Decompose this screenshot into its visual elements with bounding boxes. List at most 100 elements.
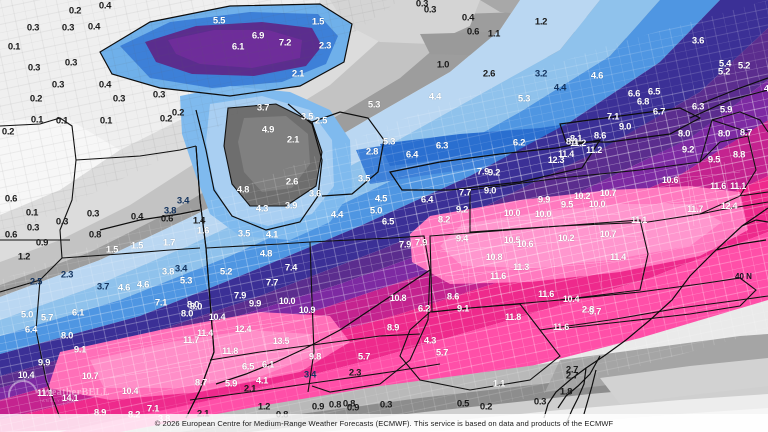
snowfall-value-label: 10.0 — [503, 208, 521, 218]
snowfall-value-label: 5.3 — [179, 275, 193, 287]
snowfall-value-label: 7.9 — [414, 237, 428, 249]
snowfall-value-label: 11.8 — [222, 346, 238, 356]
snowfall-value-label: 10.4 — [562, 294, 580, 304]
snowfall-value-label: 0.3 — [86, 208, 100, 220]
snowfall-value-label: 6.1 — [71, 307, 85, 319]
snowfall-value-label: 2.3 — [60, 269, 74, 281]
snowfall-value-label: 10.5 — [503, 235, 521, 245]
snowfall-value-label: 9.2 — [487, 167, 501, 179]
snowfall-value-label: 0.9 — [346, 402, 360, 414]
snowfall-value-label: 4.5 — [374, 193, 388, 205]
snowfall-value-label: 6.7 — [652, 106, 666, 118]
snowfall-value-label: 0.4 — [461, 12, 475, 24]
snowfall-value-label: 3.7 — [256, 102, 270, 114]
snowfall-value-label: 6.4 — [24, 324, 38, 336]
snowfall-value-label: 1.7 — [162, 237, 176, 249]
snowfall-value-label: 0.3 — [51, 79, 65, 91]
snowfall-value-label: 3.6 — [691, 35, 705, 47]
snowfall-value-label: 6.1 — [261, 359, 275, 371]
snowfall-value-label: 0.3 — [423, 4, 437, 16]
snowfall-value-label: 2.7 — [565, 364, 579, 376]
snowfall-value-label: 4.4 — [428, 91, 442, 103]
snowfall-value-label: 0.8 — [88, 229, 102, 241]
snowfall-value-label: 0.6 — [466, 26, 480, 38]
snowfall-value-label: 7.9 — [476, 166, 490, 178]
snowfall-value-label: 11.6 — [710, 181, 726, 191]
snowfall-value-label: 10.2 — [573, 191, 591, 201]
snowfall-value-label: 11.1 — [730, 181, 746, 191]
snowfall-value-label: 11.2 — [586, 145, 602, 155]
snowfall-value-label: 3.2 — [534, 68, 548, 80]
snowfall-value-label: 3.9 — [284, 200, 298, 212]
snowfall-value-label: 9.2 — [681, 144, 695, 156]
credit-text: © 2026 European Centre for Medium-Range … — [154, 418, 614, 428]
snowfall-value-label: 0.3 — [64, 57, 78, 69]
snowfall-value-label: 4.3 — [255, 203, 269, 215]
snowfall-value-label: 11.4 — [610, 252, 626, 262]
snowfall-value-label: 0.1 — [55, 115, 69, 127]
snowfall-value-label: 10.6 — [516, 239, 534, 249]
snowfall-value-label: 9.1 — [73, 344, 87, 356]
snowfall-value-label: 0.6 — [4, 193, 18, 205]
snowfall-value-label: 3.5 — [357, 173, 371, 185]
snowfall-value-label: 0.3 — [379, 399, 393, 411]
snowfall-value-label: 9.5 — [707, 154, 721, 166]
snowfall-value-label: 10.0 — [588, 199, 606, 209]
snowfall-value-label: 3.4 — [176, 195, 190, 207]
snowfall-value-label: 9.7 — [588, 306, 602, 318]
snowfall-value-label: 5.7 — [435, 347, 449, 359]
snowfall-value-label: 4.6 — [117, 282, 131, 294]
snowfall-value-label: 10.4 — [208, 312, 226, 322]
snowfall-value-label: 1.4 — [192, 215, 206, 227]
snowfall-value-label: 0.8 — [328, 399, 342, 411]
snowfall-value-label: 0.3 — [55, 216, 69, 228]
snowfall-value-label: 6.9 — [251, 30, 265, 42]
snowfall-value-label: 1.2 — [257, 401, 271, 413]
snowfall-value-label: 6.3 — [691, 101, 705, 113]
snowfall-value-label: 9.0 — [483, 185, 497, 197]
snowfall-value-label: 8.0 — [60, 330, 74, 342]
weatherbell-watermark: WeatherBELL ANALYTICS — [2, 374, 120, 416]
snowfall-value-label: 3.4 — [174, 263, 188, 275]
snowfall-value-label: 8.0 — [180, 308, 194, 320]
snowfall-value-label: 10.8 — [485, 252, 503, 262]
snowfall-value-label: 4.8 — [236, 184, 250, 196]
snowfall-value-label: 7.4 — [284, 262, 298, 274]
snowfall-value-label: 7.1 — [146, 403, 160, 415]
snowfall-value-label: 9.9 — [37, 357, 51, 369]
snowfall-value-label: 11.6 — [538, 289, 554, 299]
snowfall-value-label: 2.5 — [314, 115, 328, 127]
snowfall-value-label: 0.3 — [152, 89, 166, 101]
snowfall-value-label: 2.7 — [565, 370, 579, 382]
snowfall-value-label: 8.7 — [739, 127, 753, 139]
snowfall-value-label: 0.2 — [159, 113, 173, 125]
snowfall-value-label: 0.2 — [29, 93, 43, 105]
snowfall-value-label: 10.7 — [599, 229, 617, 239]
snowfall-value-label: 9.1 — [456, 303, 470, 315]
snowfall-value-label: 6.2 — [417, 303, 431, 315]
snowfall-value-label: 11.1 — [631, 215, 647, 225]
snowfall-value-label: 1.6 — [196, 225, 210, 237]
ecmwf-credit-bar: © 2026 European Centre for Medium-Range … — [0, 414, 768, 432]
snowfall-value-label: 6.4 — [405, 149, 419, 161]
snowfall-value-label: 6.8 — [636, 96, 650, 108]
snowfall-value-label: 0.3 — [533, 396, 547, 408]
snowfall-value-label: 10.0 — [534, 209, 552, 219]
snowfall-value-label: 9.2 — [455, 204, 469, 216]
snowfall-value-label: 12.3 — [547, 155, 565, 165]
snowfall-value-label: 3.5 — [300, 111, 314, 123]
snowfall-value-label: 0.3 — [61, 22, 75, 34]
snowfall-value-label: 0.1 — [25, 207, 39, 219]
snowfall-value-label: 2.5 — [29, 276, 43, 288]
snowfall-value-label: 8.0 — [677, 128, 691, 140]
snowfall-value-label: 12.4 — [234, 324, 252, 334]
snowfall-value-label: 1.1 — [492, 378, 506, 390]
snowfall-value-label: 9.9 — [248, 298, 262, 310]
snowfall-value-label: 8.0 — [717, 128, 731, 140]
snowfall-value-label: 4.1 — [265, 229, 279, 241]
snowfall-value-label: 1.1 — [487, 28, 501, 40]
snowfall-value-label: 8.6 — [446, 291, 460, 303]
snowfall-value-label: 4.1 — [255, 375, 269, 387]
snowfall-value-label: 9.4 — [455, 233, 469, 245]
